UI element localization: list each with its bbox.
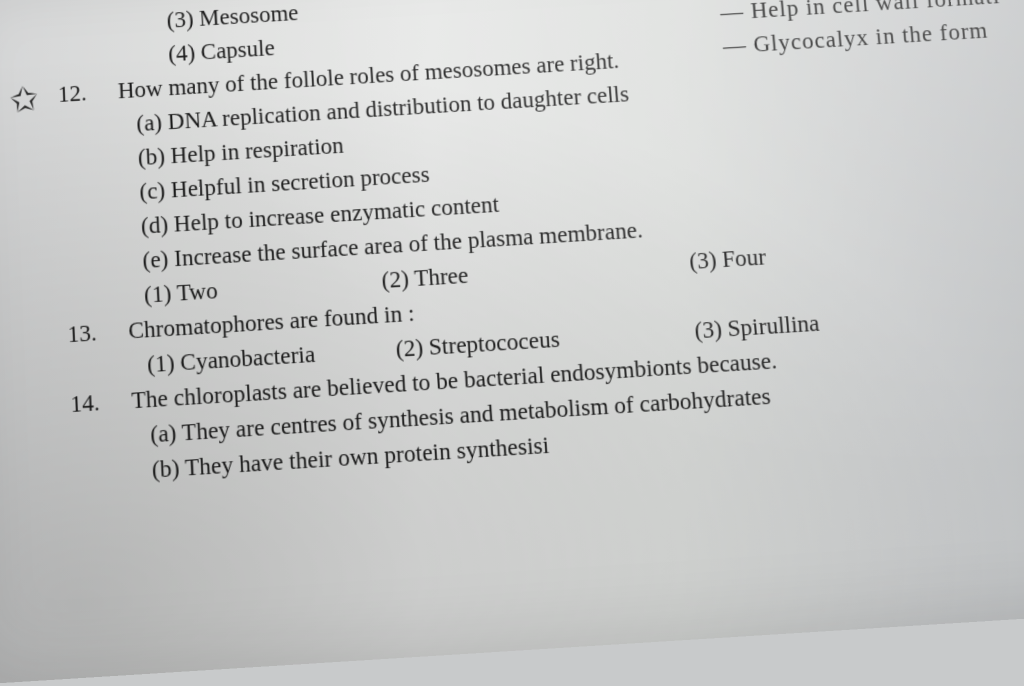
- prev-option-3: (3) Mesosome: [166, 0, 299, 37]
- prev-option-4: (4) Capsule: [168, 31, 276, 70]
- q12-number: 12.: [57, 76, 87, 111]
- q13-number: 13.: [67, 316, 98, 352]
- q13-answer-3: (3) Spirullina: [693, 306, 820, 348]
- scanned-page: (3) Mesosome (4) Capsule — Translate the…: [0, 0, 1024, 686]
- handwritten-star-icon: ✩: [7, 74, 41, 127]
- q12-answer-2: (2) Three: [381, 258, 470, 297]
- q12-answer-3: (3) Four: [688, 240, 767, 279]
- q12-answer-1: (1) Two: [143, 274, 218, 312]
- q14-number: 14.: [70, 386, 101, 422]
